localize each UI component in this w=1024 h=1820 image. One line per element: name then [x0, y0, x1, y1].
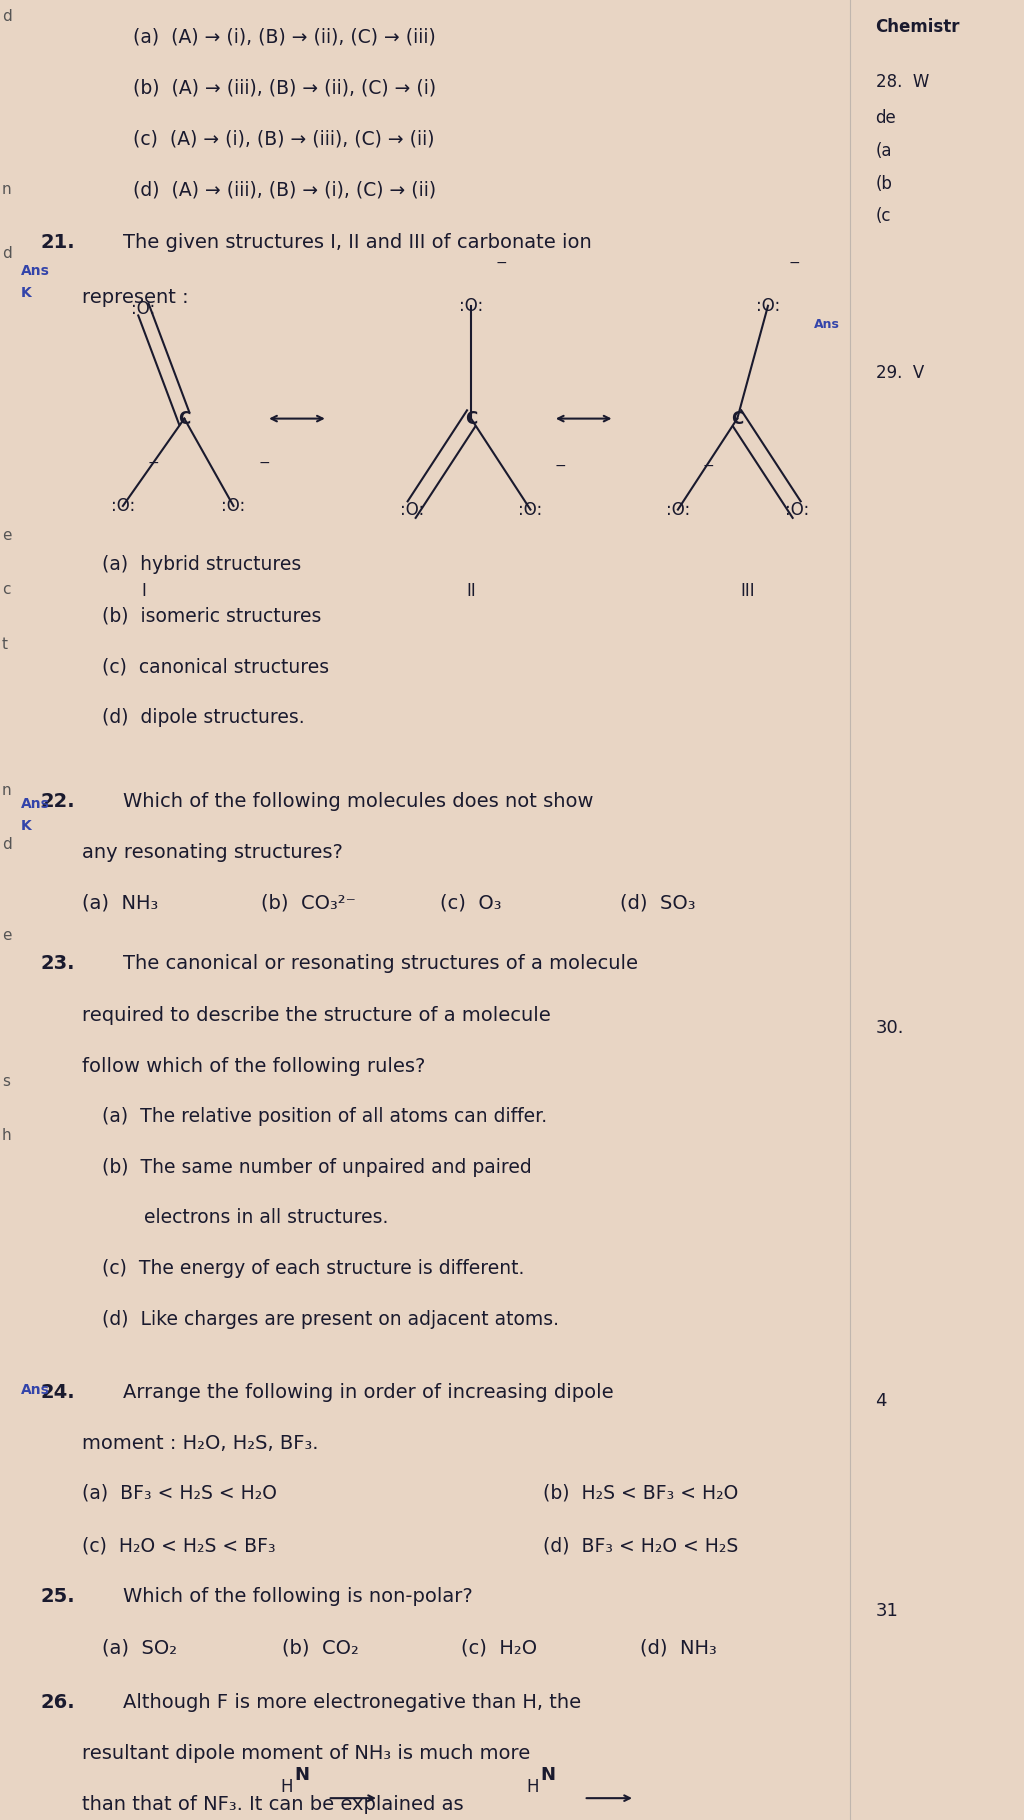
Text: Chemistr: Chemistr [876, 18, 961, 36]
Text: −: − [702, 459, 714, 473]
Text: d: d [2, 9, 12, 24]
Text: Although F is more electronegative than H, the: Although F is more electronegative than … [123, 1693, 581, 1711]
Text: Arrange the following in order of increasing dipole: Arrange the following in order of increa… [123, 1383, 613, 1401]
Text: Which of the following is non-polar?: Which of the following is non-polar? [123, 1587, 473, 1605]
Text: (c)  canonical structures: (c) canonical structures [102, 657, 330, 675]
Text: n: n [2, 182, 11, 197]
Text: moment : H₂O, H₂S, BF₃.: moment : H₂O, H₂S, BF₃. [82, 1434, 318, 1452]
Text: −: − [258, 455, 269, 470]
Text: −: − [147, 455, 159, 470]
Text: (a)  BF₃ < H₂S < H₂O: (a) BF₃ < H₂S < H₂O [82, 1483, 276, 1502]
Text: 23.: 23. [41, 954, 76, 972]
Text: Ans: Ans [20, 797, 49, 812]
Text: (d)  NH₃: (d) NH₃ [640, 1638, 717, 1656]
Text: K: K [20, 819, 31, 834]
Text: (d)  BF₃ < H₂O < H₂S: (d) BF₃ < H₂O < H₂S [543, 1536, 738, 1554]
Text: than that of NF₃. It can be explained as: than that of NF₃. It can be explained as [82, 1795, 464, 1813]
Text: 30.: 30. [876, 1019, 904, 1037]
Text: (a)  NH₃: (a) NH₃ [82, 894, 158, 912]
Text: 25.: 25. [41, 1587, 76, 1605]
Text: −: − [788, 255, 800, 269]
Text: 22.: 22. [41, 792, 76, 810]
Text: Which of the following molecules does not show: Which of the following molecules does no… [123, 792, 593, 810]
Text: electrons in all structures.: electrons in all structures. [102, 1208, 389, 1227]
Text: K: K [20, 286, 31, 300]
Text: N: N [295, 1765, 309, 1784]
Text: resultant dipole moment of NH₃ is much more: resultant dipole moment of NH₃ is much m… [82, 1744, 530, 1762]
Text: (b: (b [876, 175, 892, 193]
Text: :O:: :O: [518, 501, 543, 519]
Text: represent :: represent : [82, 288, 188, 306]
Text: (d)  SO₃: (d) SO₃ [620, 894, 695, 912]
Text: (c)  The energy of each structure is different.: (c) The energy of each structure is diff… [102, 1259, 524, 1278]
Text: N: N [541, 1765, 555, 1784]
Text: s: s [2, 1074, 10, 1088]
Text: :O:: :O: [221, 497, 246, 515]
Text: 28.  W: 28. W [876, 73, 929, 91]
Text: II: II [466, 582, 476, 601]
Text: follow which of the following rules?: follow which of the following rules? [82, 1057, 425, 1076]
Text: 21.: 21. [41, 233, 76, 251]
Text: Ans: Ans [814, 318, 840, 331]
Text: c: c [2, 582, 10, 597]
Text: d: d [2, 837, 12, 852]
Text: :O:: :O: [784, 501, 809, 519]
Text: (d)  (A) → (iii), (B) → (i), (C) → (ii): (d) (A) → (iii), (B) → (i), (C) → (ii) [133, 180, 436, 198]
Text: (c)  H₂O: (c) H₂O [461, 1638, 537, 1656]
Text: (b)  H₂S < BF₃ < H₂O: (b) H₂S < BF₃ < H₂O [543, 1483, 738, 1502]
Text: de: de [876, 109, 896, 127]
Text: required to describe the structure of a molecule: required to describe the structure of a … [82, 1006, 551, 1025]
Text: Ans: Ans [20, 1383, 49, 1398]
Text: :O:: :O: [131, 300, 156, 318]
Text: Ans: Ans [20, 264, 49, 278]
Text: III: III [740, 582, 755, 601]
Text: −: − [555, 459, 566, 473]
Text: (b)  isomeric structures: (b) isomeric structures [102, 606, 322, 624]
Text: (a: (a [876, 142, 892, 160]
Text: (c: (c [876, 207, 891, 226]
Text: C: C [731, 410, 743, 428]
Text: e: e [2, 928, 11, 943]
Text: (a)  hybrid structures: (a) hybrid structures [102, 555, 302, 573]
Text: I: I [141, 582, 145, 601]
Text: e: e [2, 528, 11, 542]
Text: C: C [465, 410, 477, 428]
Text: (a)  (A) → (i), (B) → (ii), (C) → (iii): (a) (A) → (i), (B) → (ii), (C) → (iii) [133, 27, 436, 46]
Text: (d)  dipole structures.: (d) dipole structures. [102, 708, 305, 726]
Text: (b)  (A) → (iii), (B) → (ii), (C) → (i): (b) (A) → (iii), (B) → (ii), (C) → (i) [133, 78, 436, 96]
Text: :O:: :O: [666, 501, 690, 519]
Text: −: − [496, 255, 507, 269]
Text: C: C [178, 410, 190, 428]
Text: (a)  The relative position of all atoms can differ.: (a) The relative position of all atoms c… [102, 1107, 548, 1125]
Text: 31: 31 [876, 1602, 898, 1620]
Text: (c)  O₃: (c) O₃ [440, 894, 502, 912]
Text: :O:: :O: [756, 297, 780, 315]
Text: t: t [2, 637, 8, 652]
Text: H: H [281, 1778, 293, 1796]
Text: :O:: :O: [111, 497, 135, 515]
Text: (c)  H₂O < H₂S < BF₃: (c) H₂O < H₂S < BF₃ [82, 1536, 275, 1554]
Text: :O:: :O: [399, 501, 424, 519]
Text: The given structures I, II and III of carbonate ion: The given structures I, II and III of ca… [123, 233, 592, 251]
Text: (a)  SO₂: (a) SO₂ [102, 1638, 177, 1656]
Text: h: h [2, 1128, 11, 1143]
Text: H: H [526, 1778, 539, 1796]
Text: any resonating structures?: any resonating structures? [82, 843, 343, 861]
Text: The canonical or resonating structures of a molecule: The canonical or resonating structures o… [123, 954, 638, 972]
Text: (b)  CO₃²⁻: (b) CO₃²⁻ [261, 894, 356, 912]
Text: 29.  V: 29. V [876, 364, 924, 382]
Text: (b)  CO₂: (b) CO₂ [282, 1638, 358, 1656]
Text: 4: 4 [876, 1392, 887, 1410]
Text: n: n [2, 783, 11, 797]
Text: d: d [2, 246, 12, 260]
Text: 26.: 26. [41, 1693, 76, 1711]
Text: (c)  (A) → (i), (B) → (iii), (C) → (ii): (c) (A) → (i), (B) → (iii), (C) → (ii) [133, 129, 434, 147]
Text: (d)  Like charges are present on adjacent atoms.: (d) Like charges are present on adjacent… [102, 1310, 559, 1329]
Text: (b)  The same number of unpaired and paired: (b) The same number of unpaired and pair… [102, 1158, 532, 1176]
Text: 24.: 24. [41, 1383, 76, 1401]
Text: :O:: :O: [459, 297, 483, 315]
